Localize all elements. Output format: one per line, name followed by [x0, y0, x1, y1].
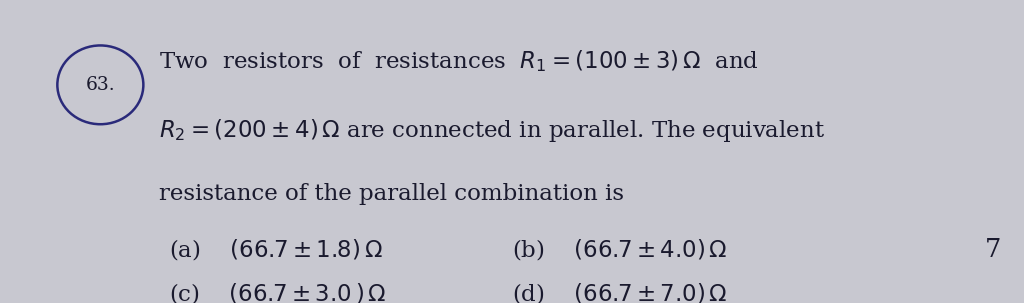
Text: 63.: 63. [86, 76, 115, 94]
Text: Two  resistors  of  resistances  $R_1 = (100 \pm 3)\,\Omega$  and: Two resistors of resistances $R_1 = (100… [159, 48, 759, 74]
Text: (b)    $(66.7 \pm 4.0)\,\Omega$: (b) $(66.7 \pm 4.0)\,\Omega$ [512, 238, 727, 262]
Text: $R_2 = (200 \pm 4)\,\Omega$ are connected in parallel. The equivalent: $R_2 = (200 \pm 4)\,\Omega$ are connecte… [159, 117, 824, 144]
Text: resistance of the parallel combination is: resistance of the parallel combination i… [159, 183, 624, 205]
Text: (a)    $(66.7 \pm 1.8)\,\Omega$: (a) $(66.7 \pm 1.8)\,\Omega$ [169, 238, 383, 262]
Text: 7: 7 [985, 238, 1001, 262]
Text: (d)    $(66.7 \pm 7.0)\,\Omega$: (d) $(66.7 \pm 7.0)\,\Omega$ [512, 281, 727, 303]
Text: (c)    $(66.7 \pm 3.0\,)\,\Omega$: (c) $(66.7 \pm 3.0\,)\,\Omega$ [169, 281, 386, 303]
